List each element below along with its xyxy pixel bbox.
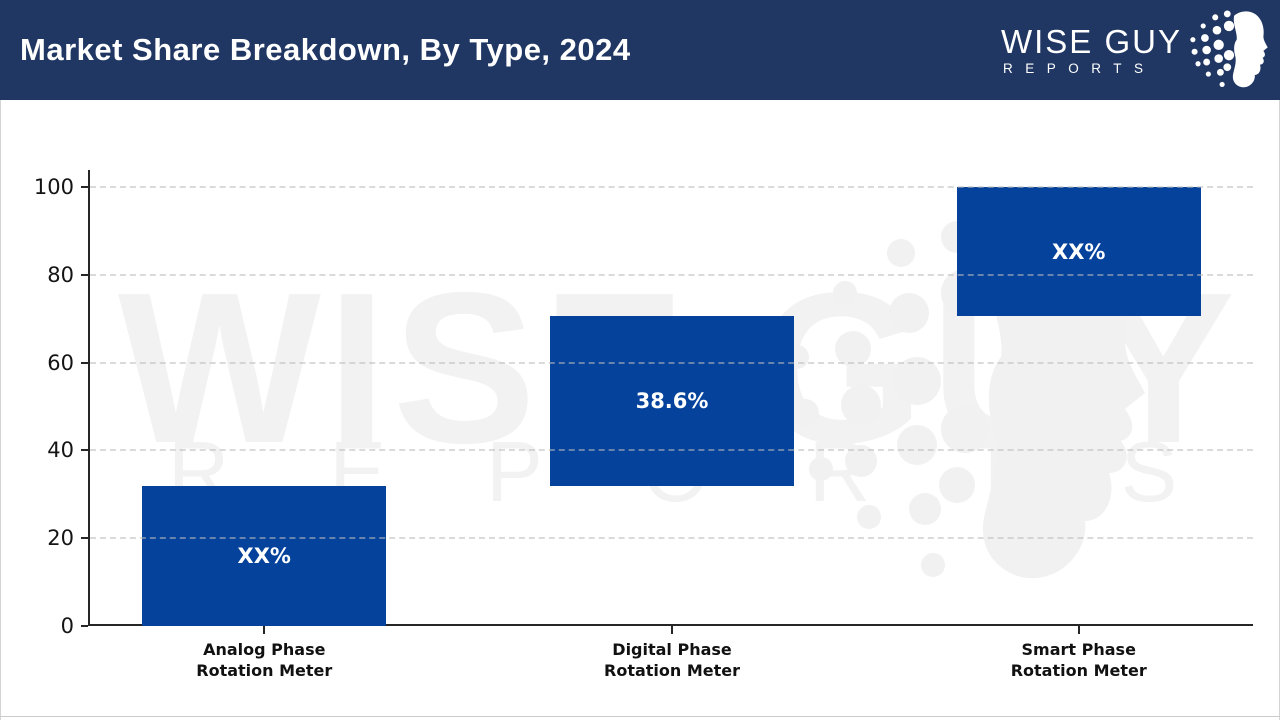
bar: 38.6% <box>549 316 795 486</box>
gridline <box>90 361 1253 364</box>
logo-subtitle: REPORTS <box>1002 60 1156 76</box>
xtick-mark <box>671 626 674 634</box>
cat-label: Digital Phase Rotation Meter <box>604 640 741 680</box>
ytick-label: 40 <box>47 438 74 463</box>
cat-label: Smart Phase Rotation Meter <box>1010 640 1147 680</box>
logo-text: WISE GUY REPORTS <box>1001 25 1182 76</box>
ytick-label: 100 <box>33 175 74 199</box>
bar-value-label: 38.6% <box>635 388 709 413</box>
ytick-mark <box>81 361 88 364</box>
ytick-mark <box>81 449 88 452</box>
gridline <box>90 186 1253 188</box>
ytick-mark <box>81 537 88 540</box>
logo-face-icon <box>1190 10 1268 88</box>
page-title: Market Share Breakdown, By Type, 2024 <box>20 32 631 67</box>
plot-area: 0 20 40 60 80 100 XX% Analog Phase Rotation Met… <box>34 175 1253 680</box>
ytick-mark <box>81 625 88 627</box>
gridline <box>90 537 1253 540</box>
bottom-border <box>0 716 1280 717</box>
header-bar: Market Share Breakdown, By Type, 2024 WI… <box>0 0 1280 100</box>
xtick-mark <box>263 626 266 634</box>
gridline <box>90 273 1253 276</box>
ytick-mark <box>81 273 88 276</box>
bar: XX% <box>142 485 387 626</box>
cat-label: Analog Phase Rotation Meter <box>196 640 333 680</box>
logo-wordmark: WISE GUY <box>1000 22 1182 60</box>
xtick-mark <box>1077 626 1080 634</box>
ytick-label: 0 <box>60 614 74 638</box>
ytick-label: 20 <box>47 526 74 551</box>
left-border <box>0 100 1 720</box>
bar-value-label: XX% <box>237 543 291 568</box>
ytick-mark <box>81 186 88 188</box>
gridline <box>90 449 1253 452</box>
bar-value-label: XX% <box>1052 239 1106 264</box>
bar: XX% <box>956 187 1201 317</box>
ytick-label: 60 <box>47 350 74 375</box>
wise-guy-logo: WISE GUY REPORTS <box>1001 0 1272 100</box>
ytick-label: 80 <box>47 262 74 287</box>
y-axis-extension <box>88 170 90 187</box>
